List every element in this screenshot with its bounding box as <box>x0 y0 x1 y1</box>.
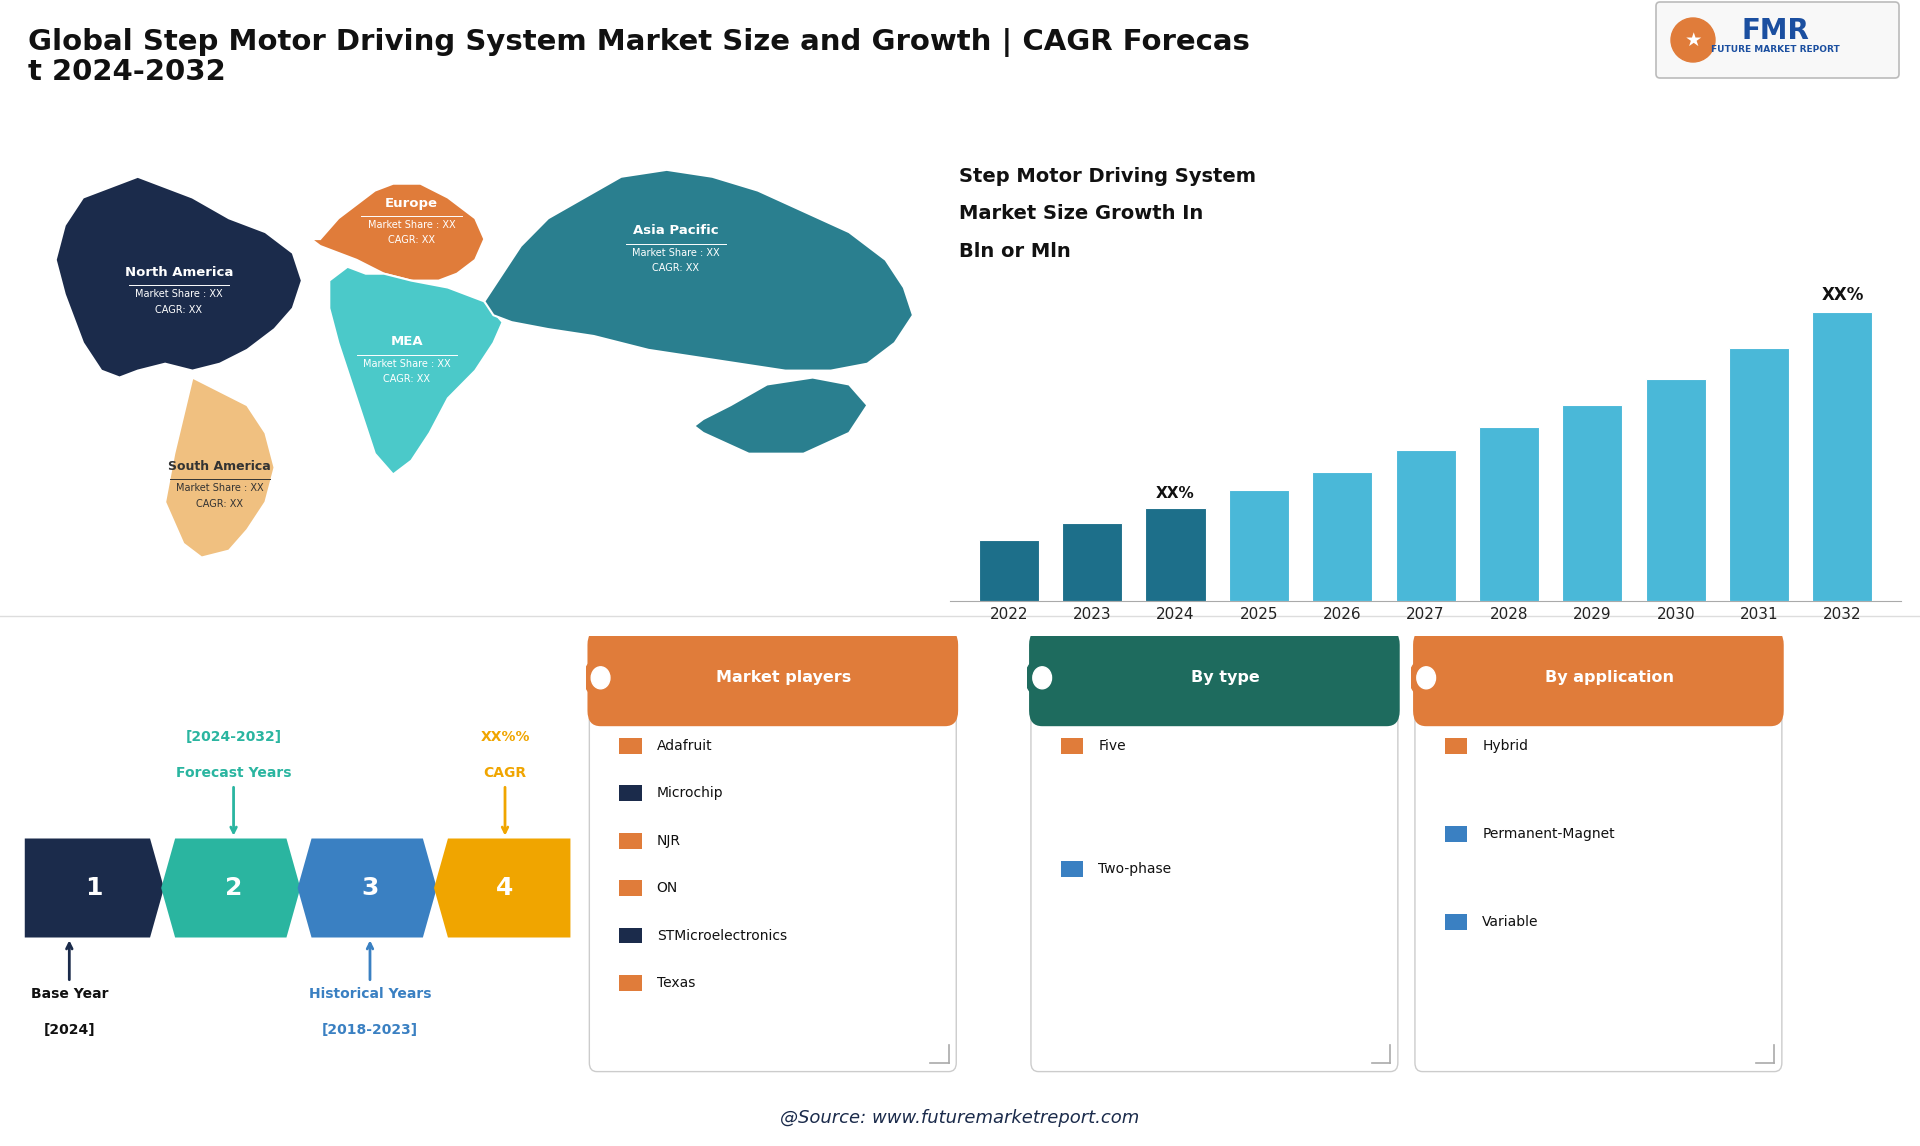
FancyBboxPatch shape <box>1446 738 1467 754</box>
FancyBboxPatch shape <box>620 785 641 801</box>
Text: Europe: Europe <box>384 197 438 210</box>
Polygon shape <box>25 839 163 937</box>
Bar <box>1229 490 1288 601</box>
Text: Asia Pacific: Asia Pacific <box>634 225 718 237</box>
Text: Step Motor Driving System: Step Motor Driving System <box>958 167 1256 186</box>
Bar <box>979 540 1039 601</box>
Polygon shape <box>165 377 275 558</box>
Text: Bln or Mln: Bln or Mln <box>958 242 1071 261</box>
Bar <box>1396 450 1455 601</box>
Bar <box>1812 312 1872 601</box>
Text: Adafruit: Adafruit <box>657 739 712 753</box>
Text: By type: By type <box>1190 670 1260 685</box>
Text: @Source: www.futuremarketreport.com: @Source: www.futuremarketreport.com <box>780 1109 1140 1127</box>
Text: CAGR: XX: CAGR: XX <box>156 305 202 315</box>
Text: Global Step Motor Driving System Market Size and Growth | CAGR Forecas: Global Step Motor Driving System Market … <box>29 28 1250 57</box>
FancyBboxPatch shape <box>620 833 641 849</box>
FancyBboxPatch shape <box>1415 711 1782 1072</box>
Text: XX%: XX% <box>1156 486 1194 501</box>
Text: Historical Years: Historical Years <box>309 987 432 1000</box>
Text: 4: 4 <box>497 876 515 900</box>
Text: MEA: MEA <box>390 335 422 348</box>
Text: North America: North America <box>125 266 232 278</box>
FancyBboxPatch shape <box>620 975 641 991</box>
Polygon shape <box>695 377 868 454</box>
Bar <box>1062 523 1121 601</box>
Text: NJR: NJR <box>657 834 682 848</box>
Text: Market Share : XX: Market Share : XX <box>363 359 451 369</box>
Text: Market Size Growth In: Market Size Growth In <box>958 204 1204 223</box>
Circle shape <box>1033 667 1052 689</box>
Polygon shape <box>434 839 570 937</box>
Circle shape <box>1417 667 1436 689</box>
Text: 2: 2 <box>225 876 242 900</box>
Text: [2024]: [2024] <box>44 1023 96 1037</box>
Circle shape <box>1670 18 1715 62</box>
Text: XX%: XX% <box>1822 286 1864 305</box>
FancyBboxPatch shape <box>588 629 958 727</box>
Circle shape <box>1409 658 1444 698</box>
Text: Base Year: Base Year <box>31 987 108 1000</box>
Text: 1: 1 <box>86 876 104 900</box>
Text: Permanent-Magnet: Permanent-Magnet <box>1482 827 1615 841</box>
FancyBboxPatch shape <box>620 738 641 754</box>
FancyBboxPatch shape <box>1446 826 1467 842</box>
Polygon shape <box>328 267 503 474</box>
Polygon shape <box>161 839 300 937</box>
Text: Market Share : XX: Market Share : XX <box>177 484 263 493</box>
Circle shape <box>584 658 618 698</box>
FancyBboxPatch shape <box>1062 862 1083 877</box>
Text: CAGR: XX: CAGR: XX <box>384 374 430 384</box>
Bar <box>1311 472 1373 601</box>
FancyBboxPatch shape <box>1413 629 1784 727</box>
FancyBboxPatch shape <box>1446 915 1467 929</box>
Bar <box>1146 509 1206 601</box>
Text: Texas: Texas <box>657 976 695 990</box>
Text: 3: 3 <box>361 876 378 900</box>
Text: STMicroelectronics: STMicroelectronics <box>657 928 787 942</box>
Text: Market Share : XX: Market Share : XX <box>632 248 720 258</box>
Text: Market Share : XX: Market Share : XX <box>134 290 223 299</box>
FancyBboxPatch shape <box>589 711 956 1072</box>
FancyBboxPatch shape <box>1029 629 1400 727</box>
Circle shape <box>591 667 611 689</box>
Polygon shape <box>56 176 301 377</box>
Text: Market players: Market players <box>716 670 852 685</box>
Text: [2024-2032]: [2024-2032] <box>186 730 282 744</box>
Text: By application: By application <box>1546 670 1674 685</box>
FancyBboxPatch shape <box>1031 711 1398 1072</box>
Polygon shape <box>298 839 438 937</box>
Text: Forecast Years: Forecast Years <box>177 766 292 780</box>
Text: FUTURE MARKET REPORT: FUTURE MARKET REPORT <box>1711 45 1839 54</box>
Text: ON: ON <box>657 881 678 895</box>
Text: FMR: FMR <box>1741 17 1809 45</box>
Text: ★: ★ <box>1684 31 1701 49</box>
Text: t 2024-2032: t 2024-2032 <box>29 58 227 86</box>
Text: CAGR: XX: CAGR: XX <box>388 235 434 245</box>
Polygon shape <box>484 170 914 370</box>
FancyBboxPatch shape <box>1655 2 1899 78</box>
Text: XX%%: XX%% <box>480 730 530 744</box>
Bar <box>1730 348 1789 601</box>
Bar <box>1645 378 1705 601</box>
Text: CAGR: XX: CAGR: XX <box>196 499 244 509</box>
Text: South America: South America <box>169 460 271 472</box>
Polygon shape <box>311 183 484 281</box>
Bar <box>1478 427 1540 601</box>
FancyBboxPatch shape <box>620 880 641 896</box>
Text: Microchip: Microchip <box>657 786 724 800</box>
Circle shape <box>1025 658 1060 698</box>
Bar <box>1563 405 1622 601</box>
Text: Five: Five <box>1098 739 1125 753</box>
Text: [2018-2023]: [2018-2023] <box>323 1023 419 1037</box>
Text: Two-phase: Two-phase <box>1098 862 1171 877</box>
Text: Variable: Variable <box>1482 915 1538 929</box>
Text: CAGR: CAGR <box>484 766 526 780</box>
Text: Market Share : XX: Market Share : XX <box>367 220 455 230</box>
FancyBboxPatch shape <box>620 927 641 943</box>
FancyBboxPatch shape <box>1062 738 1083 754</box>
Text: Hybrid: Hybrid <box>1482 739 1528 753</box>
Text: CAGR: XX: CAGR: XX <box>653 264 699 273</box>
